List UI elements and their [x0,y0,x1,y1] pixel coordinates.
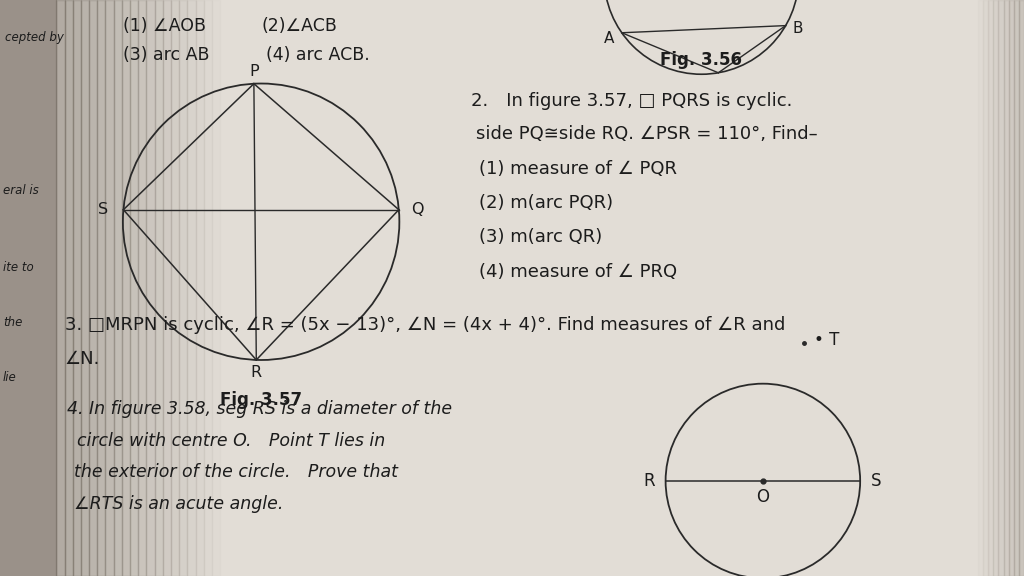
Text: (2) m(arc PQR): (2) m(arc PQR) [479,194,613,213]
Bar [187,0,196,576]
Text: P: P [249,63,259,78]
Text: R: R [643,472,655,490]
Text: (4) arc ACB.: (4) arc ACB. [266,46,370,64]
Bar [998,0,1004,576]
Bar [1004,0,1009,576]
Text: 2. In figure 3.57, □ PQRS is cyclic.: 2. In figure 3.57, □ PQRS is cyclic. [471,92,793,110]
Bar [171,0,179,576]
Bar [179,0,187,576]
Bar [73,0,81,576]
Text: circle with centre O. Point T lies in: circle with centre O. Point T lies in [77,431,385,450]
Text: (4) measure of ∠ PRQ: (4) measure of ∠ PRQ [479,263,677,282]
Text: 4. In figure 3.58, seg RS is a diameter of the: 4. In figure 3.58, seg RS is a diameter … [67,400,452,418]
Bar [81,0,89,576]
Text: lie: lie [3,371,16,384]
Bar [138,0,146,576]
Text: Fig. 3.57: Fig. 3.57 [220,391,302,410]
Bar [114,0,122,576]
Text: O: O [757,488,769,506]
Bar [97,0,105,576]
Bar [163,0,171,576]
Text: the exterior of the circle. Prove that: the exterior of the circle. Prove that [74,463,397,482]
Text: Fig. 3.56: Fig. 3.56 [660,51,742,70]
Bar [993,0,998,576]
Bar [1014,0,1019,576]
Text: ∠N.: ∠N. [65,350,100,368]
Text: B: B [793,21,803,36]
Text: side PQ≅side RQ. ∠PSR = 110°, Find–: side PQ≅side RQ. ∠PSR = 110°, Find– [476,124,818,143]
Bar [65,0,73,576]
Text: eral is: eral is [3,184,39,196]
Bar [130,0,138,576]
Text: (3) arc AB: (3) arc AB [123,46,209,64]
Bar [155,0,163,576]
Bar [983,0,988,576]
Bar [212,0,220,576]
Bar [973,0,978,576]
Text: ite to: ite to [3,262,34,274]
Text: • T: • T [814,331,839,350]
Text: cepted by: cepted by [5,31,63,44]
Text: A: A [604,31,614,46]
Bar [1019,0,1024,576]
Bar [196,0,204,576]
Bar [122,0,130,576]
Bar [204,0,212,576]
Bar [105,0,114,576]
Bar [0,0,56,576]
Bar [988,0,993,576]
Bar [146,0,155,576]
Text: S: S [98,202,108,217]
Bar [978,0,983,576]
Bar [89,0,97,576]
Text: ∠RTS is an acute angle.: ∠RTS is an acute angle. [74,495,283,513]
Text: S: S [871,472,882,490]
Text: Q: Q [411,202,424,217]
Text: (1) measure of ∠ PQR: (1) measure of ∠ PQR [479,160,677,179]
Text: (3) m(arc QR): (3) m(arc QR) [479,228,602,247]
Bar [56,0,65,576]
Text: the: the [3,316,23,329]
Bar [1009,0,1014,576]
Text: 3. □MRPN is cyclic, ∠R = (5x − 13)°, ∠N = (4x + 4)°. Find measures of ∠R and: 3. □MRPN is cyclic, ∠R = (5x − 13)°, ∠N … [65,316,784,335]
Text: (2)∠ACB: (2)∠ACB [261,17,337,35]
Text: R: R [251,365,262,380]
Text: (1) ∠AOB: (1) ∠AOB [123,17,206,35]
